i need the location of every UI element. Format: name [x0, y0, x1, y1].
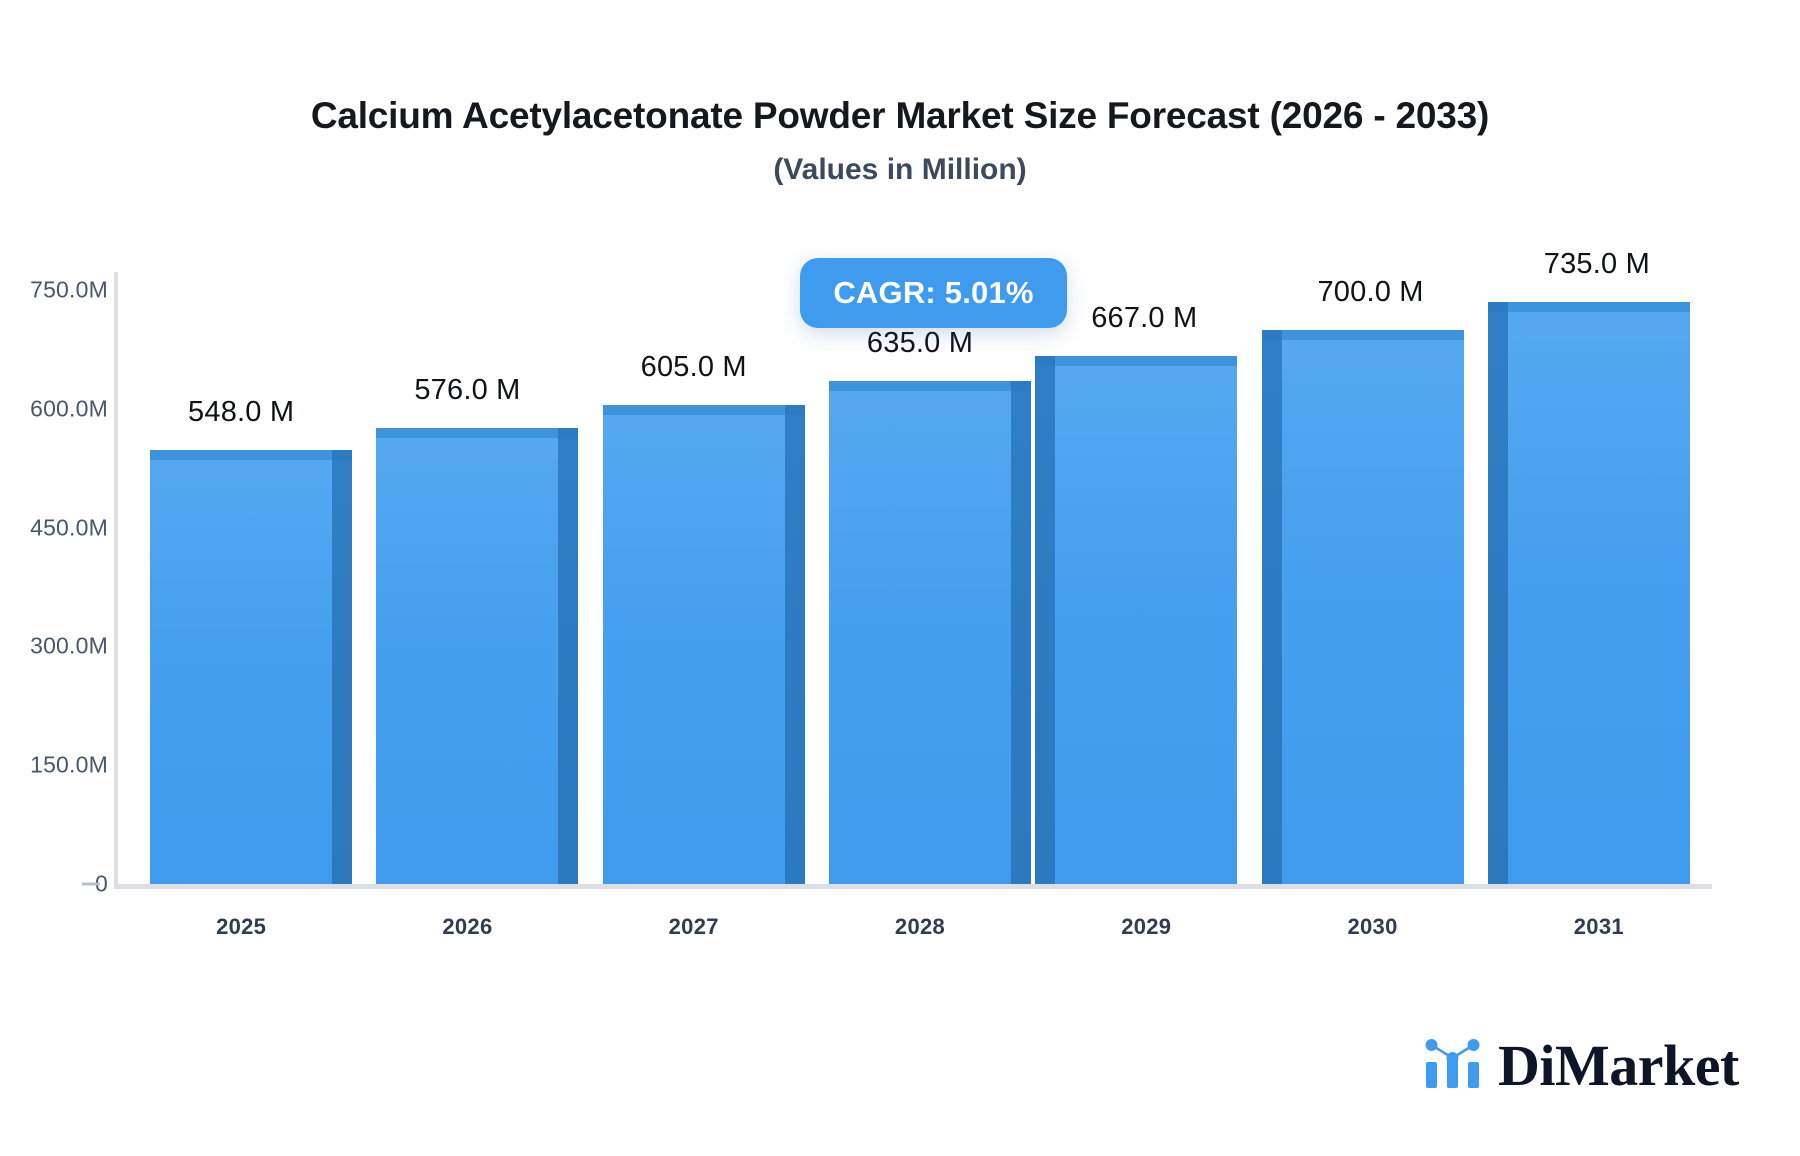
bar-3d-top-cap	[332, 449, 353, 460]
bar-3d-side	[1011, 391, 1031, 884]
bar	[150, 449, 353, 884]
cagr-badge-label: CAGR: 5.01%	[833, 275, 1034, 310]
bar-3d-side	[1035, 365, 1056, 884]
bar	[1487, 301, 1690, 884]
bar-value-label: 700.0 M	[1317, 275, 1424, 308]
x-axis-tick-label: 2028	[894, 914, 946, 939]
bar-3d-top-cap	[1035, 355, 1056, 366]
y-axis-tick-label: 150.0M	[30, 751, 108, 778]
x-axis-line	[114, 884, 1712, 889]
bar-3d-top	[1507, 301, 1690, 312]
bar-face	[150, 449, 333, 884]
bar-3d-top	[376, 427, 559, 438]
y-axis-tick-label: 0	[95, 870, 108, 897]
bar	[1261, 329, 1464, 884]
y-axis-tick-label: 450.0M	[30, 514, 108, 541]
bar-3d-top	[1055, 355, 1238, 366]
bar-face	[602, 404, 785, 884]
bar-value-label: 635.0 M	[866, 327, 974, 360]
y-axis-line	[114, 272, 118, 886]
y-axis-zero-tick	[82, 882, 100, 886]
x-axis-tick-label: 2029	[1121, 914, 1172, 939]
x-axis-tick-label: 2031	[1573, 914, 1624, 939]
bar-face	[376, 427, 559, 884]
cagr-badge: CAGR: 5.01%	[800, 258, 1067, 328]
chart-title: Calcium Acetylacetonate Powder Market Si…	[310, 95, 1490, 136]
bar-face	[829, 381, 1011, 884]
bar-3d-top-cap	[1487, 301, 1508, 312]
x-axis-tick-label: 2030	[1347, 914, 1398, 939]
bar-3d-top	[602, 404, 785, 415]
chart-header: Calcium Acetylacetonate Powder Market Si…	[0, 95, 1800, 186]
x-axis-tick-label: 2027	[668, 914, 719, 939]
bar-value-label: 605.0 M	[640, 350, 747, 383]
bar-3d-top	[829, 381, 1011, 392]
bar-value-label: 735.0 M	[1543, 247, 1650, 280]
y-axis-tick-labels: 0 150.0M 300.0M 450.0M 600.0M 750.0M	[0, 0, 108, 1156]
bar-face	[1507, 301, 1690, 884]
bar-value-label: 667.0 M	[1091, 301, 1198, 334]
bar-3d-top	[1281, 329, 1464, 340]
bar-3d-side	[1261, 339, 1282, 884]
bar-face	[1281, 329, 1464, 884]
y-axis-tick-label: 300.0M	[30, 632, 108, 659]
bar	[829, 381, 1031, 884]
bar-3d-side	[558, 437, 579, 884]
bar-3d-top-cap	[1261, 329, 1282, 340]
bar-3d-side	[784, 414, 805, 884]
bar-3d-top-cap	[558, 427, 579, 438]
x-axis-tick-label: 2026	[442, 914, 493, 939]
bar	[376, 427, 579, 884]
bar-value-label: 548.0 M	[188, 395, 295, 428]
bar-3d-top	[150, 449, 333, 460]
y-axis-tick-label: 600.0M	[30, 395, 108, 422]
bar-3d-side	[332, 459, 353, 884]
bar	[1035, 355, 1238, 884]
bar-3d-side	[1487, 311, 1508, 884]
brand-logo-text: DiMarket	[1498, 1032, 1739, 1098]
brand-logo: DiMarket	[1424, 1036, 1739, 1095]
bar-chart-logo-icon	[1424, 1036, 1484, 1095]
chart-subtitle: (Values in Million)	[773, 152, 1027, 186]
x-axis-tick-label: 2025	[216, 914, 267, 939]
y-axis-tick-label: 750.0M	[30, 276, 108, 303]
bar-face	[1055, 355, 1238, 884]
bar-3d-top-cap	[784, 404, 805, 415]
bar-3d-top-cap	[1011, 381, 1031, 392]
bar	[602, 404, 805, 884]
bar-value-label: 576.0 M	[414, 373, 521, 406]
